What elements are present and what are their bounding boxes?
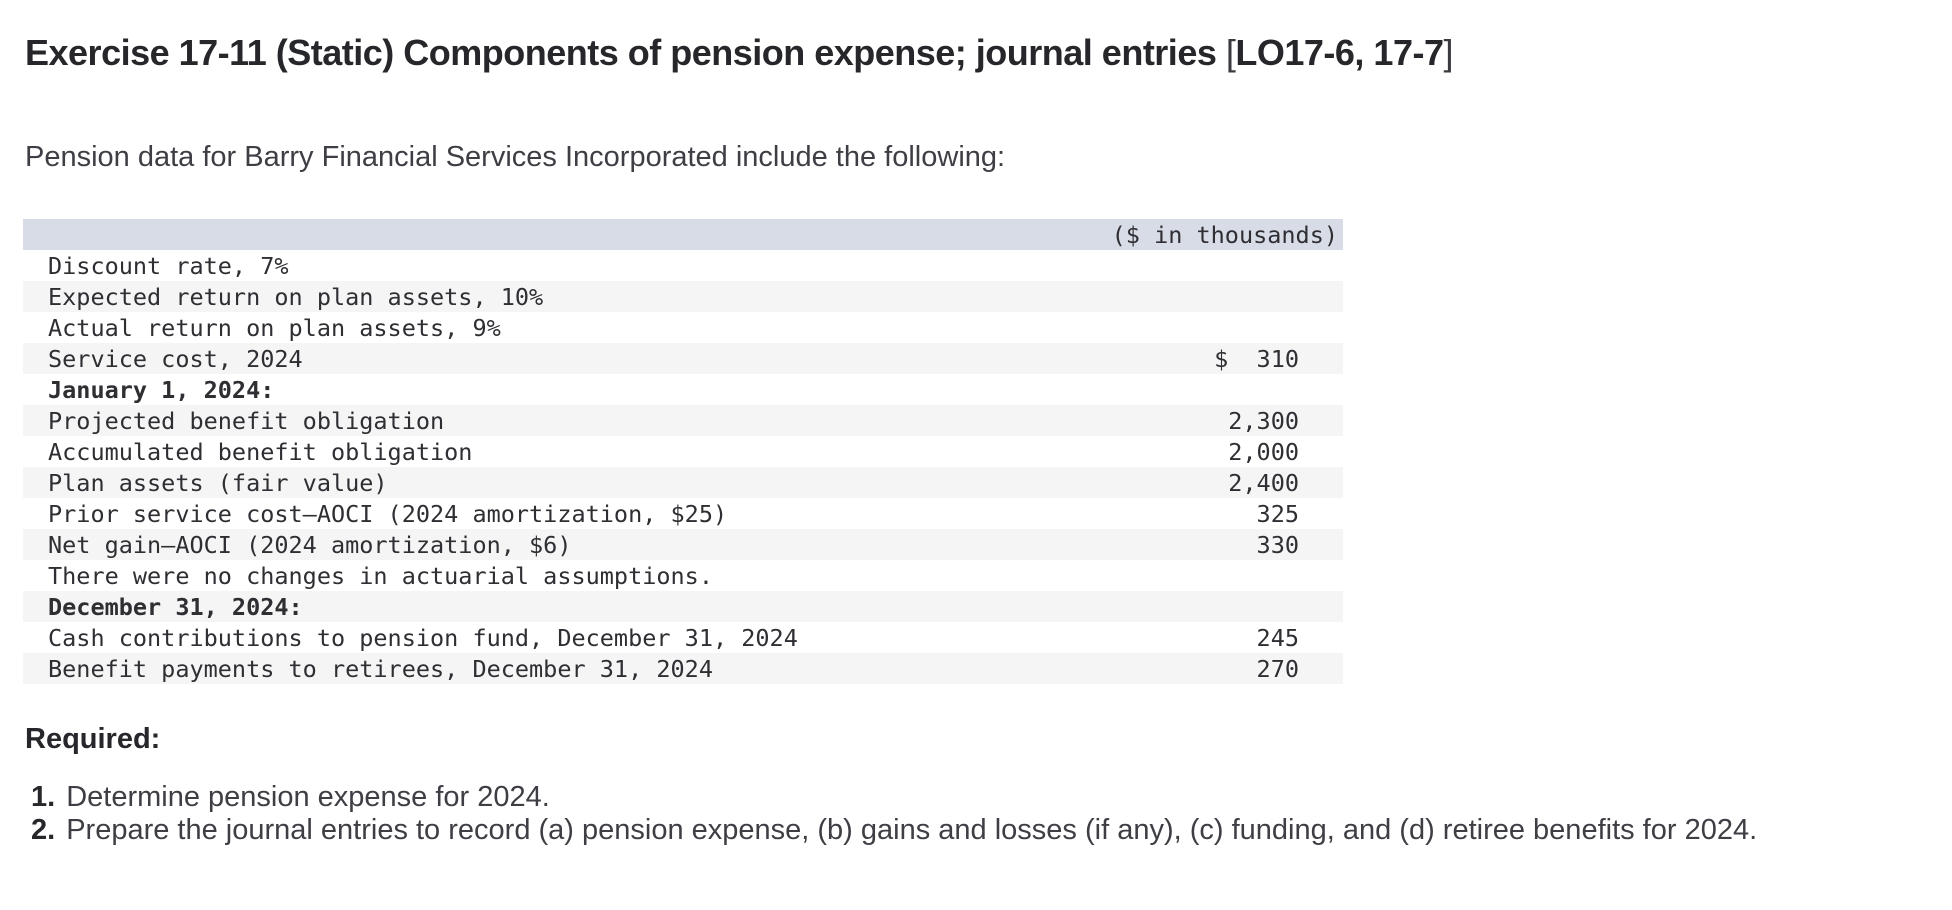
requirement-text: Determine pension expense for 2024. (66, 781, 550, 813)
table-row-label: Projected benefit obligation (48, 406, 445, 435)
exercise-panel: Exercise 17-11 (Static) Components of pe… (0, 30, 1952, 846)
exercise-title: Exercise 17-11 (Static) Components of pe… (25, 30, 1952, 75)
required-heading: Required: (25, 723, 161, 755)
table-row: There were no changes in actuarial assum… (23, 560, 1343, 591)
table-row: Service cost, 2024 $ 310 (23, 343, 1343, 374)
table-row: Prior service cost—AOCI (2024 amortizati… (23, 498, 1343, 529)
requirement-item: 1. Determine pension expense for 2024. (31, 781, 1952, 814)
table-row: January 1, 2024: (23, 374, 1343, 405)
exercise-title-lo-codes: LO17-6, 17-7 (1235, 32, 1444, 73)
table-row-value: 245 (1256, 623, 1299, 652)
table-row-label: Benefit payments to retirees, December 3… (48, 654, 713, 683)
table-row-label: Plan assets (fair value) (48, 468, 388, 497)
table-row-value: 330 (1256, 530, 1299, 559)
requirement-number: 2. (31, 813, 56, 846)
table-row-label: Discount rate, 7% (48, 251, 289, 280)
exercise-title-bracket-close: ] (1443, 32, 1453, 73)
table-row-label: There were no changes in actuarial assum… (48, 561, 713, 590)
pension-data-table: ($ in thousands) Discount rate, 7% Expec… (23, 219, 1343, 684)
requirement-number: 1. (31, 781, 56, 813)
table-body: Discount rate, 7% Expected return on pla… (23, 250, 1343, 684)
table-row-label: January 1, 2024: (48, 375, 275, 404)
table-row-label: December 31, 2024: (48, 592, 303, 621)
table-row-label: Service cost, 2024 (48, 344, 303, 373)
table-row-value: 325 (1256, 499, 1299, 528)
table-header-note: ($ in thousands) (1111, 220, 1338, 249)
table-row-value: 2,000 (1228, 437, 1299, 466)
table-row-label: Actual return on plan assets, 9% (48, 313, 501, 342)
table-row: Accumulated benefit obligation 2,000 (23, 436, 1343, 467)
exercise-title-main: Exercise 17-11 (Static) Components of pe… (25, 32, 1226, 73)
requirements-list: 1. Determine pension expense for 2024. 2… (31, 781, 1952, 846)
table-row: Discount rate, 7% (23, 250, 1343, 281)
table-row-value: $ 310 (1214, 344, 1299, 373)
table-row-value: 2,300 (1228, 406, 1299, 435)
table-row: Benefit payments to retirees, December 3… (23, 653, 1343, 684)
table-row-label: Accumulated benefit obligation (48, 437, 473, 466)
table-row: Projected benefit obligation 2,300 (23, 405, 1343, 436)
requirement-item: 2. Prepare the journal entries to record… (31, 814, 1952, 847)
table-row-value: 270 (1256, 654, 1299, 683)
table-row: Cash contributions to pension fund, Dece… (23, 622, 1343, 653)
table-row-label: Expected return on plan assets, 10% (48, 282, 544, 311)
intro-text: Pension data for Barry Financial Service… (25, 141, 1006, 173)
table-row: December 31, 2024: (23, 591, 1343, 622)
table-row: Actual return on plan assets, 9% (23, 312, 1343, 343)
table-row-label: Prior service cost—AOCI (2024 amortizati… (48, 499, 728, 528)
exercise-title-bracket-open: [ (1225, 32, 1236, 73)
table-row: Expected return on plan assets, 10% (23, 281, 1343, 312)
table-row-label: Net gain—AOCI (2024 amortization, $6) (48, 530, 572, 559)
table-row-label: Cash contributions to pension fund, Dece… (48, 623, 798, 652)
table-row: Net gain—AOCI (2024 amortization, $6) 33… (23, 529, 1343, 560)
requirement-text: Prepare the journal entries to record (a… (66, 813, 1758, 846)
table-header-row: ($ in thousands) (23, 219, 1343, 250)
table-row: Plan assets (fair value) 2,400 (23, 467, 1343, 498)
table-row-value: 2,400 (1228, 468, 1299, 497)
